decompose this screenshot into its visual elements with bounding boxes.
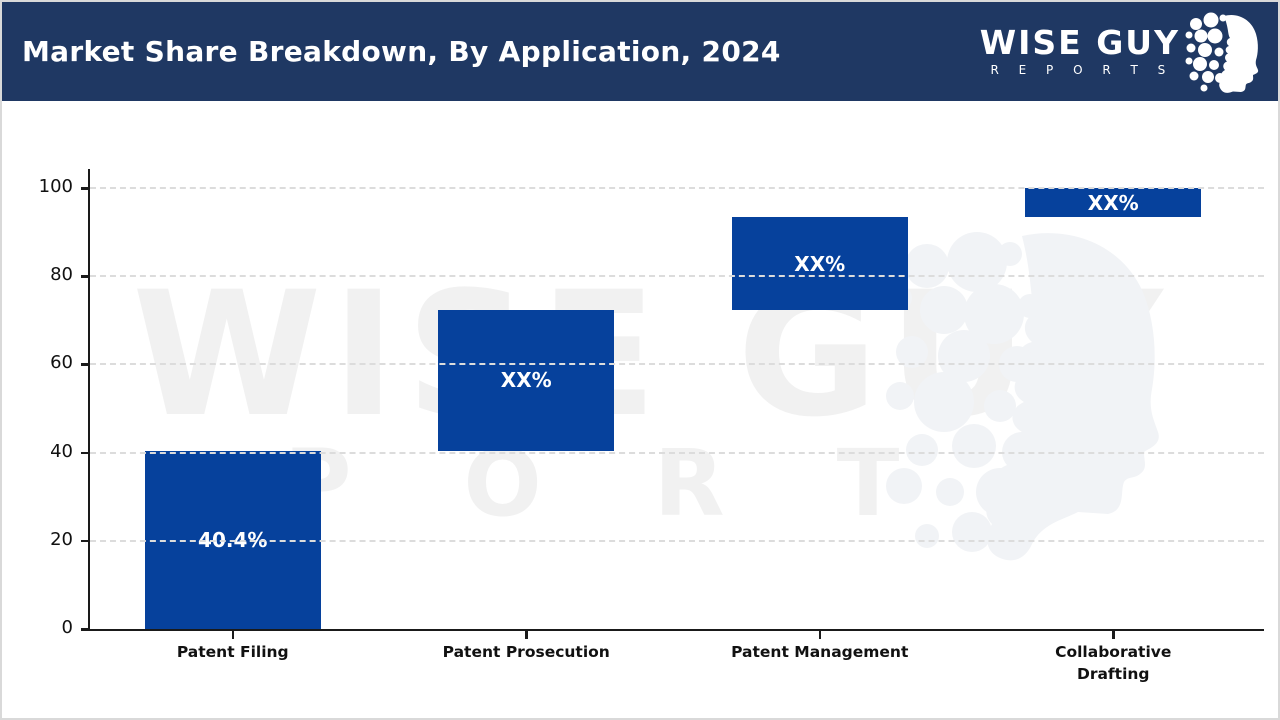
gridline-60 bbox=[90, 363, 1264, 366]
bar-value-label: XX% bbox=[500, 368, 552, 393]
y-axis-tick-label: 100 bbox=[38, 176, 73, 197]
bar-collaborative-drafting: XX% bbox=[1025, 188, 1202, 218]
x-axis-label-collaborative-drafting: Collaborative Drafting bbox=[1055, 643, 1172, 683]
page-title: Market Share Breakdown, By Application, … bbox=[22, 35, 781, 68]
y-axis-tick-label: 80 bbox=[50, 264, 73, 286]
brand-logo: WISE GUY R E P O R T S bbox=[980, 10, 1264, 94]
y-axis-tick bbox=[81, 628, 90, 631]
y-axis-tick bbox=[81, 451, 90, 455]
gridline-20 bbox=[90, 539, 1264, 542]
bar-patent-prosecution: XX% bbox=[438, 310, 615, 451]
gridline-80 bbox=[90, 275, 1264, 278]
y-axis-tick-label: 40 bbox=[50, 440, 73, 462]
y-axis-tick-label: 20 bbox=[50, 528, 73, 550]
y-axis-tick-label: 0 bbox=[61, 617, 73, 638]
x-axis-tick bbox=[231, 631, 235, 639]
y-axis-line bbox=[87, 169, 90, 631]
bar-value-label: XX% bbox=[794, 251, 846, 276]
x-axis-tick bbox=[1112, 631, 1115, 639]
x-axis-tick bbox=[818, 631, 822, 639]
y-axis-tick bbox=[81, 275, 90, 278]
gridline-100 bbox=[90, 187, 1264, 189]
logo-subtext: R E P O R T S bbox=[990, 63, 1174, 77]
y-axis-tick bbox=[81, 363, 90, 366]
brand-logo-text: WISE GUY R E P O R T S bbox=[980, 26, 1180, 77]
bar-patent-management: XX% bbox=[731, 217, 908, 311]
x-axis-label-patent-filing: Patent Filing bbox=[176, 643, 289, 661]
y-axis-tick bbox=[81, 539, 90, 543]
y-axis-tick bbox=[81, 187, 90, 190]
x-axis-tick bbox=[525, 631, 528, 639]
x-axis-line bbox=[87, 628, 1264, 631]
x-axis-label-patent-management: Patent Management bbox=[731, 643, 909, 661]
bar-value-label: XX% bbox=[1087, 190, 1139, 215]
logo-head-icon bbox=[1185, 12, 1259, 93]
logo-wordmark: WISE GUY bbox=[979, 23, 1180, 62]
gridline-40 bbox=[90, 451, 1264, 454]
y-axis-tick-label: 60 bbox=[50, 352, 73, 374]
x-axis-label-patent-prosecution: Patent Prosecution bbox=[442, 643, 610, 661]
header: Market Share Breakdown, By Application, … bbox=[2, 2, 1278, 101]
